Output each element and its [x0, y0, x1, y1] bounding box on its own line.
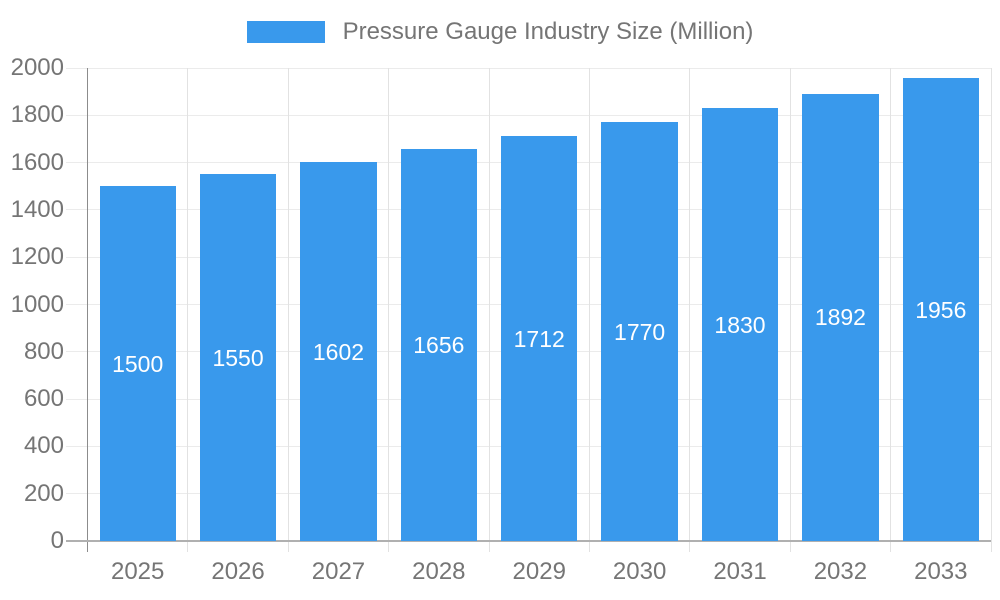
y-tick-label: 1800: [10, 101, 64, 129]
bar-value-label: 1892: [814, 304, 866, 331]
y-tick-label: 200: [23, 479, 64, 507]
y-tick-label: 0: [50, 527, 64, 554]
y-tick-label: 1200: [10, 243, 64, 271]
y-axis-line: [87, 68, 88, 552]
x-gridline: [388, 68, 390, 552]
x-gridline: [187, 68, 189, 552]
x-gridline: [789, 68, 791, 552]
x-tick-label: 2032: [813, 558, 868, 585]
legend-label: Pressure Gauge Industry Size (Million): [342, 18, 754, 45]
x-gridline: [990, 68, 992, 552]
x-gridline: [890, 68, 892, 552]
bar-value-label: 1550: [212, 344, 264, 371]
x-gridline: [287, 68, 289, 552]
y-tick-label: 600: [23, 385, 64, 413]
y-gridline: [65, 67, 991, 69]
y-tick-label: 400: [23, 432, 64, 460]
bar-2031[interactable]: 1830: [701, 108, 779, 541]
bar-value-label: 1830: [714, 311, 766, 338]
x-tick-label: 2031: [713, 558, 767, 585]
bar-2030[interactable]: 1770: [601, 122, 678, 541]
y-gridline: [65, 114, 991, 116]
bar-2026[interactable]: 1550: [199, 174, 277, 541]
y-tick-label: 800: [23, 337, 64, 365]
x-gridline: [689, 68, 691, 552]
bar-value-label: 1500: [112, 350, 164, 377]
bar-2027[interactable]: 1602: [300, 162, 377, 541]
bar-2033[interactable]: 1956: [902, 78, 979, 541]
y-tick-label: 2000: [10, 54, 64, 81]
y-tick-label: 1000: [10, 290, 64, 318]
bar-value-label: 1712: [513, 325, 565, 352]
x-gridline: [588, 68, 590, 552]
bar-2029[interactable]: 1712: [501, 136, 578, 541]
bar-2032[interactable]: 1892: [802, 93, 879, 541]
plot-area: 1500 1550 1602 1656 1712 1770 1830 1892 1956: [65, 67, 992, 552]
x-tick-label: 2027: [311, 558, 366, 585]
x-tick-label: 2033: [914, 558, 968, 585]
x-tick-label: 2030: [612, 558, 667, 585]
bar-value-label: 1956: [915, 296, 967, 323]
legend: Pressure Gauge Industry Size (Million): [0, 18, 1000, 46]
x-tick-label: 2028: [412, 558, 466, 585]
bar-2025[interactable]: 1500: [99, 186, 176, 541]
x-axis-line: [65, 540, 991, 542]
y-tick-label: 1400: [10, 195, 64, 223]
x-gridline: [488, 68, 490, 552]
bar-value-label: 1656: [413, 332, 465, 359]
x-tick-label: 2026: [211, 558, 265, 585]
bar-value-label: 1770: [614, 318, 666, 345]
bar-2028[interactable]: 1656: [400, 149, 477, 541]
y-tick-label: 1600: [10, 148, 64, 176]
x-tick-label: 2025: [110, 558, 165, 585]
legend-swatch-icon: [246, 21, 325, 43]
x-tick-label: 2029: [512, 558, 566, 585]
bar-value-label: 1602: [312, 338, 365, 365]
